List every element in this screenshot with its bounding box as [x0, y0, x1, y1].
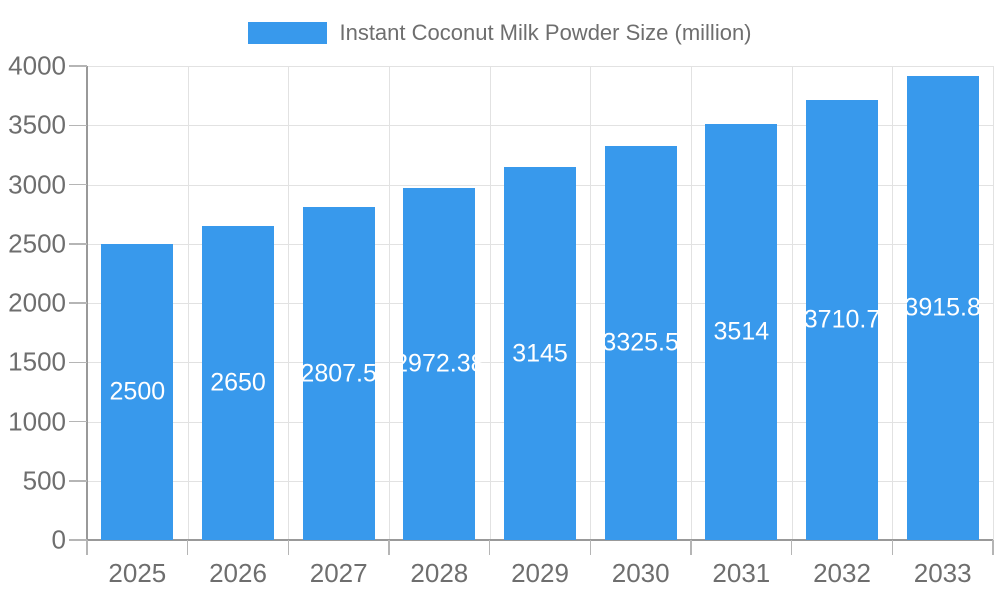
y-axis-tick	[69, 420, 87, 423]
x-axis-label: 2029	[511, 558, 569, 588]
bar[interactable]: 3710.7	[803, 100, 881, 540]
x-axis-label: 2032	[813, 558, 871, 588]
y-axis-label: 1500	[8, 346, 66, 377]
x-axis-tick	[186, 540, 189, 555]
bar-value-label: 2807.5	[300, 359, 377, 388]
x-axis-label: 2028	[410, 558, 469, 588]
y-axis-label: 0	[51, 524, 66, 555]
y-axis-label: 3500	[8, 109, 66, 140]
legend-item[interactable]: Instant Coconut Milk Powder Size (millio…	[0, 21, 1000, 45]
x-gridline	[791, 66, 793, 540]
bar[interactable]: 2807.5	[300, 207, 377, 540]
x-axis-label: 2031	[712, 558, 771, 588]
bar-value-label: 3915.8	[904, 293, 981, 322]
y-axis-label: 4000	[8, 50, 66, 81]
y-axis-tick	[69, 539, 87, 541]
y-axis-tick	[69, 361, 87, 363]
y-gridline	[87, 125, 993, 127]
x-axis-tick	[891, 540, 894, 555]
bar-value-label: 3710.7	[803, 305, 881, 334]
x-gridline	[892, 66, 894, 540]
bar[interactable]: 2650	[202, 225, 274, 540]
x-gridline	[590, 66, 592, 540]
y-axis-tick	[69, 183, 87, 186]
bar[interactable]: 2500	[101, 243, 174, 540]
y-axis-label: 500	[22, 465, 66, 496]
x-gridline	[288, 66, 290, 540]
bar-value-label: 3514	[713, 317, 770, 346]
x-axis-label: 2027	[309, 558, 368, 588]
x-axis-tick	[287, 540, 290, 555]
bar-value-label: 3145	[512, 339, 568, 368]
y-axis-label: 2500	[8, 228, 66, 259]
x-axis-label: 2033	[913, 558, 972, 588]
bar-value-label: 2500	[109, 377, 166, 406]
bar-value-label: 3325.5	[602, 328, 679, 357]
y-axis-label: 3000	[8, 169, 66, 199]
x-axis-tick	[790, 540, 793, 555]
x-gridline	[187, 66, 189, 540]
legend-label: Instant Coconut Milk Powder Size (millio…	[339, 20, 752, 45]
y-gridline	[87, 66, 993, 67]
y-axis-label: 1000	[8, 406, 66, 436]
y-axis-tick	[69, 243, 87, 245]
x-axis-label: 2026	[209, 558, 267, 588]
bar-value-label: 2972.38	[394, 349, 485, 378]
x-axis-tick	[992, 540, 994, 555]
x-axis-tick	[690, 540, 692, 555]
y-axis-tick	[69, 480, 87, 482]
x-axis-tick	[488, 540, 491, 555]
x-gridline	[389, 66, 390, 540]
x-axis-tick	[86, 540, 88, 555]
bar[interactable]: 3145	[504, 167, 576, 540]
y-axis-label: 2000	[8, 287, 66, 318]
legend-swatch	[248, 22, 328, 44]
bar-value-label: 2650	[210, 368, 266, 397]
x-axis-tick	[388, 540, 390, 555]
x-axis-label: 2030	[611, 558, 670, 588]
bar[interactable]: 3915.8	[904, 75, 981, 540]
y-axis-tick	[69, 124, 87, 126]
x-axis-tick	[589, 540, 592, 555]
y-axis-line	[86, 66, 88, 540]
x-axis-label: 2025	[108, 558, 167, 588]
bar[interactable]: 2972.38	[394, 187, 485, 540]
x-axis-line	[87, 539, 993, 541]
y-axis-tick	[69, 302, 87, 304]
x-gridline	[691, 66, 692, 540]
bar[interactable]: 3325.5	[602, 145, 679, 540]
x-gridline	[993, 66, 994, 540]
bar[interactable]: 3514	[705, 123, 778, 540]
x-gridline	[489, 66, 491, 540]
y-axis-tick	[69, 65, 87, 67]
